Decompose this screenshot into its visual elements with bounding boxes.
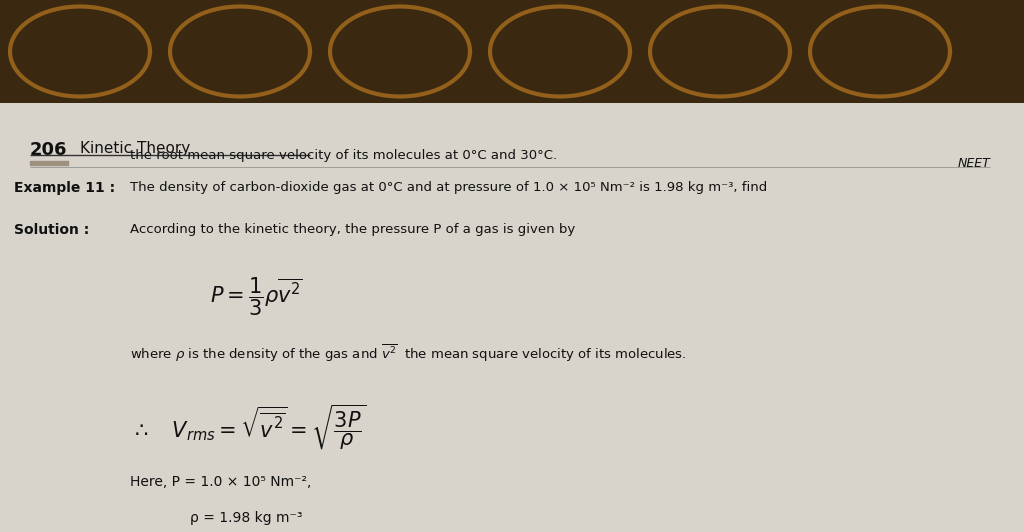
Text: Here, P = 1.0 × 10⁵ Nm⁻²,: Here, P = 1.0 × 10⁵ Nm⁻², xyxy=(130,475,311,489)
Text: 206: 206 xyxy=(30,141,68,159)
Text: $P = \dfrac{1}{3}\rho\overline{v^2}$: $P = \dfrac{1}{3}\rho\overline{v^2}$ xyxy=(210,275,302,318)
Text: Kinetic Theory: Kinetic Theory xyxy=(80,141,190,156)
Bar xyxy=(0,0,1024,103)
Text: ρ = 1.98 kg m⁻³: ρ = 1.98 kg m⁻³ xyxy=(190,511,302,525)
Text: $\therefore \quad V_{rms} = \sqrt{\overline{v^2}} = \sqrt{\dfrac{3P}{\rho}}$: $\therefore \quad V_{rms} = \sqrt{\overl… xyxy=(130,403,367,452)
Text: The density of carbon-dioxide gas at 0°C and at pressure of 1.0 × 10⁵ Nm⁻² is 1.: The density of carbon-dioxide gas at 0°C… xyxy=(130,181,767,194)
Text: Example 11 :: Example 11 : xyxy=(14,181,115,195)
Text: where $\rho$ is the density of the gas and $\overline{v^2}$  the mean square vel: where $\rho$ is the density of the gas a… xyxy=(130,343,686,364)
Bar xyxy=(0,103,1024,532)
Text: According to the kinetic theory, the pressure P of a gas is given by: According to the kinetic theory, the pre… xyxy=(130,223,575,236)
Text: the root mean square velocity of its molecules at 0°C and 30°C.: the root mean square velocity of its mol… xyxy=(130,149,557,162)
Text: NEET: NEET xyxy=(957,157,990,170)
Text: Solution :: Solution : xyxy=(14,223,89,237)
